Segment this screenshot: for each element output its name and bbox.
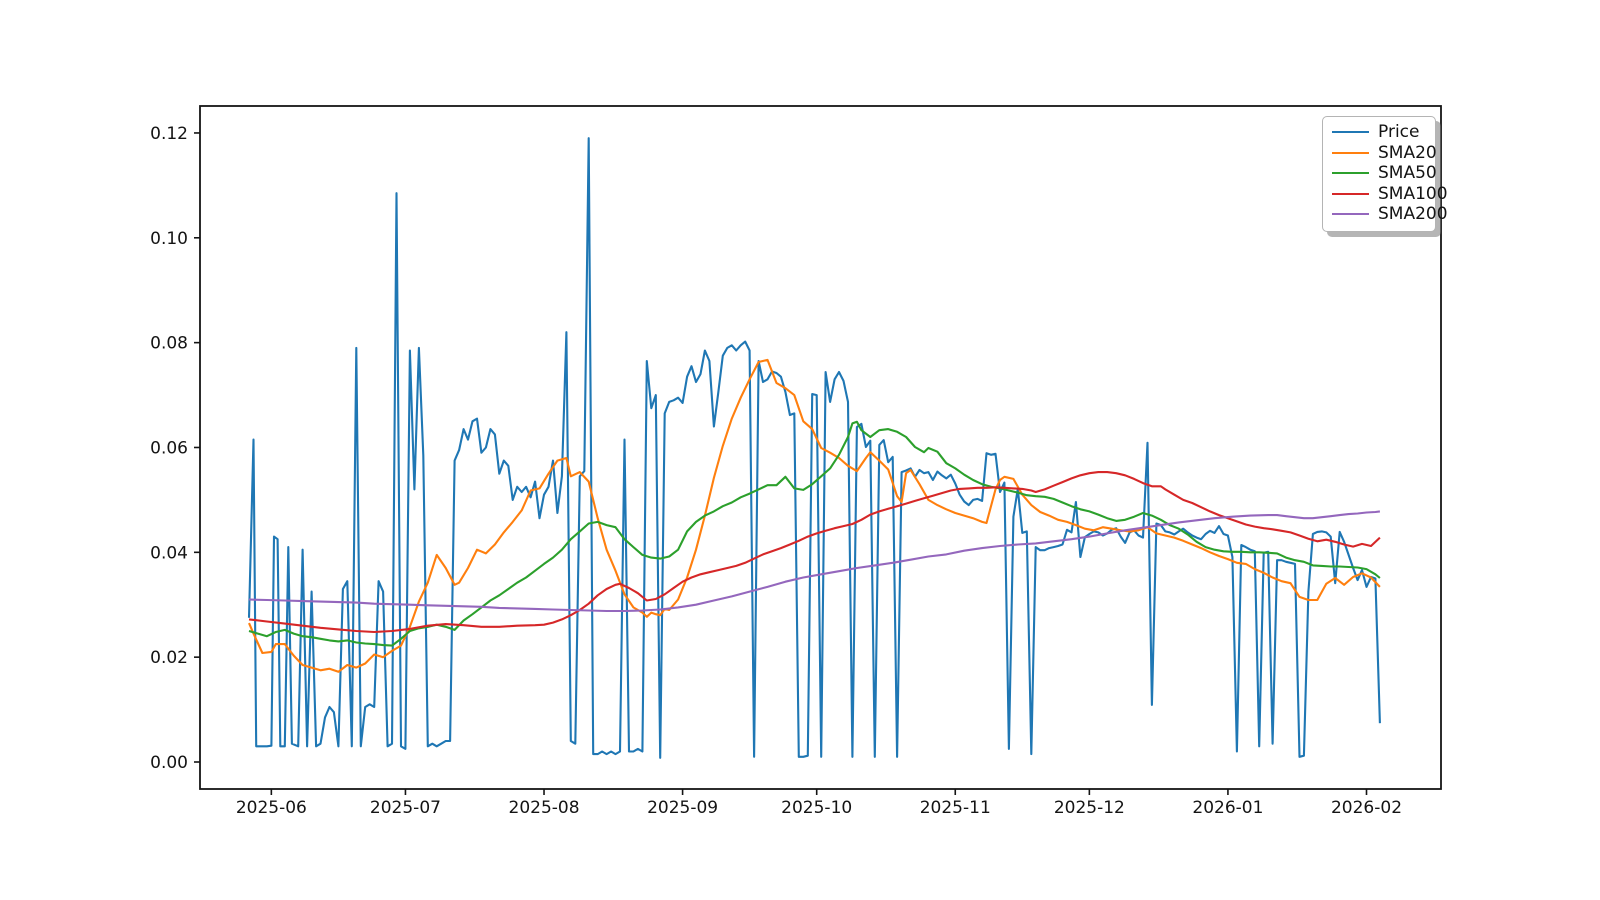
y-tick-label: 0.02 (150, 648, 188, 668)
legend-label: SMA200 (1378, 204, 1448, 225)
legend-line-swatch (1332, 151, 1369, 154)
x-tick-label: 2025-09 (647, 798, 718, 818)
series-line-sma200 (248, 510, 1381, 613)
legend-line-swatch (1332, 172, 1369, 175)
legend-label: Price (1378, 122, 1420, 143)
y-tick-label: 0.06 (150, 438, 188, 458)
x-tick-label: 2026-01 (1192, 798, 1263, 818)
x-tick-label: 2025-08 (509, 798, 580, 818)
legend-line-swatch (1332, 192, 1369, 195)
y-tick-label: 0.00 (150, 753, 188, 773)
series-line-sma100 (248, 471, 1381, 634)
x-tick-label: 2025-10 (781, 798, 852, 818)
x-tick-label: 2025-11 (920, 798, 991, 818)
legend: Price SMA20 SMA50 SMA100 SMA200 (1322, 116, 1448, 232)
legend-item-sma200: SMA200 (1332, 204, 1448, 225)
legend-line-swatch (1332, 131, 1369, 134)
series-line-price (247, 137, 1381, 759)
y-tick-label: 0.12 (150, 124, 188, 144)
legend-item-price: Price (1332, 122, 1426, 143)
x-tick-label: 2025-06 (236, 798, 307, 818)
legend-label: SMA20 (1378, 142, 1437, 163)
y-tick-label: 0.08 (150, 334, 188, 354)
legend-line-swatch (1332, 213, 1369, 216)
x-tick-label: 2026-02 (1331, 798, 1402, 818)
legend-label: SMA50 (1378, 163, 1437, 184)
series-line-sma20 (248, 358, 1381, 673)
legend-item-sma20: SMA20 (1332, 143, 1437, 164)
y-tick-label: 0.04 (150, 543, 188, 563)
series-line-sma50 (248, 420, 1381, 647)
legend-item-sma50: SMA50 (1332, 163, 1437, 184)
legend-label: SMA100 (1378, 183, 1448, 204)
x-tick-label: 2025-07 (370, 798, 441, 818)
x-tick-label: 2025-12 (1054, 798, 1125, 818)
legend-item-sma100: SMA100 (1332, 184, 1448, 205)
y-tick-label: 0.10 (150, 229, 188, 249)
